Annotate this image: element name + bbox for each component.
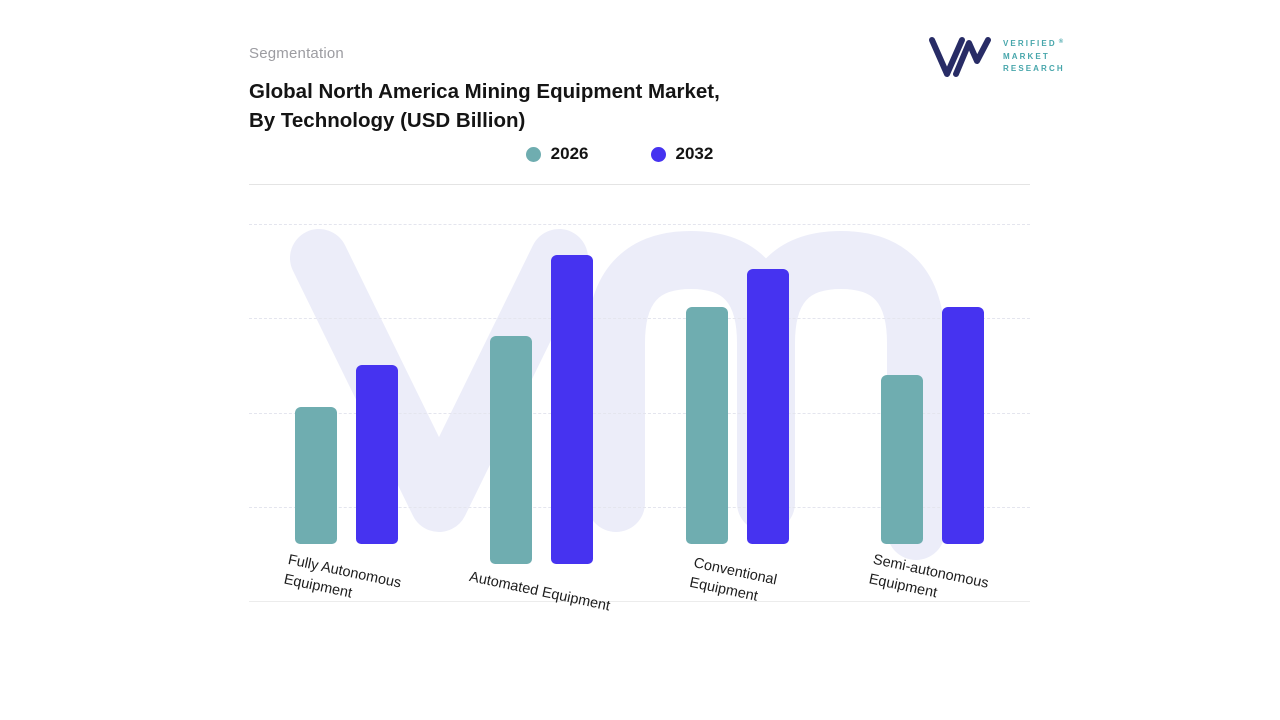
title-line-2: By Technology (USD Billion) bbox=[249, 109, 526, 133]
bar-2032-semi-autonomous-equipment bbox=[941, 307, 984, 545]
chart-legend: 2026 2032 bbox=[229, 144, 1010, 164]
gridline bbox=[249, 224, 1030, 226]
gridline bbox=[249, 318, 1030, 320]
logo-line-3: RESEARCH bbox=[1003, 64, 1065, 74]
registered-mark: ® bbox=[1058, 39, 1066, 46]
bar-group-semi-autonomous-equipment: Semi-autonomous Equipment bbox=[835, 224, 1030, 602]
bar-2026-conventional-equipment bbox=[685, 307, 728, 545]
bar-2026-automated-equipment bbox=[490, 336, 533, 565]
category-label-semi-autonomous-equipment: Semi-autonomous Equipment bbox=[866, 551, 990, 602]
bar-chart: Fully Autonomous Equipment Automated Equip… bbox=[249, 224, 1030, 615]
bar-2032-automated-equipment bbox=[551, 254, 594, 565]
vmr-logo-mark-icon bbox=[929, 37, 991, 77]
bar-pair bbox=[685, 224, 789, 545]
legend-swatch-2026 bbox=[525, 146, 541, 162]
legend-swatch-2032 bbox=[650, 146, 666, 162]
bar-group-conventional-equipment: Conventional Equipment bbox=[640, 224, 835, 605]
report-content: Segmentation Global North America Mining… bbox=[249, 45, 1030, 615]
eyebrow-label: Segmentation bbox=[249, 45, 344, 62]
bar-pair bbox=[880, 224, 984, 545]
bar-2026-semi-autonomous-equipment bbox=[880, 374, 923, 545]
gridline bbox=[249, 413, 1030, 415]
legend-label-2032: 2032 bbox=[675, 144, 714, 164]
vmr-logo-text: VERIFIED ® MARKET RESEARCH bbox=[1003, 38, 1065, 75]
bar-pair bbox=[295, 224, 399, 545]
bar-group-automated-equipment: Automated Equipment bbox=[444, 224, 639, 615]
legend-item-2026: 2026 bbox=[525, 144, 589, 164]
bar-2032-conventional-equipment bbox=[746, 269, 789, 545]
vmr-logo: VERIFIED ® MARKET RESEARCH bbox=[928, 36, 1065, 78]
page-title: Global North America Mining Equipment Ma… bbox=[249, 77, 1030, 135]
gridline bbox=[249, 507, 1030, 509]
bar-pair bbox=[490, 224, 594, 565]
bar-2032-fully-autonomous-equipment bbox=[356, 365, 399, 545]
bar-2026-fully-autonomous-equipment bbox=[295, 406, 338, 545]
logo-line-1: VERIFIED ® bbox=[1003, 39, 1066, 49]
logo-line-2: MARKET bbox=[1003, 51, 1050, 61]
legend-item-2032: 2032 bbox=[650, 144, 714, 164]
x-axis-line bbox=[249, 601, 1030, 603]
header-divider bbox=[249, 184, 1030, 186]
bar-group-fully-autonomous-equipment: Fully Autonomous Equipment bbox=[249, 224, 444, 602]
category-label-fully-autonomous-equipment: Fully Autonomous Equipment bbox=[282, 552, 403, 602]
bar-groups: Fully Autonomous Equipment Automated Equip… bbox=[249, 224, 1030, 615]
legend-label-2026: 2026 bbox=[550, 144, 589, 164]
category-label-conventional-equipment: Conventional Equipment bbox=[687, 555, 779, 606]
category-label-automated-equipment: Automated Equipment bbox=[467, 569, 612, 615]
title-line-1: Global North America Mining Equipment Ma… bbox=[249, 80, 720, 103]
